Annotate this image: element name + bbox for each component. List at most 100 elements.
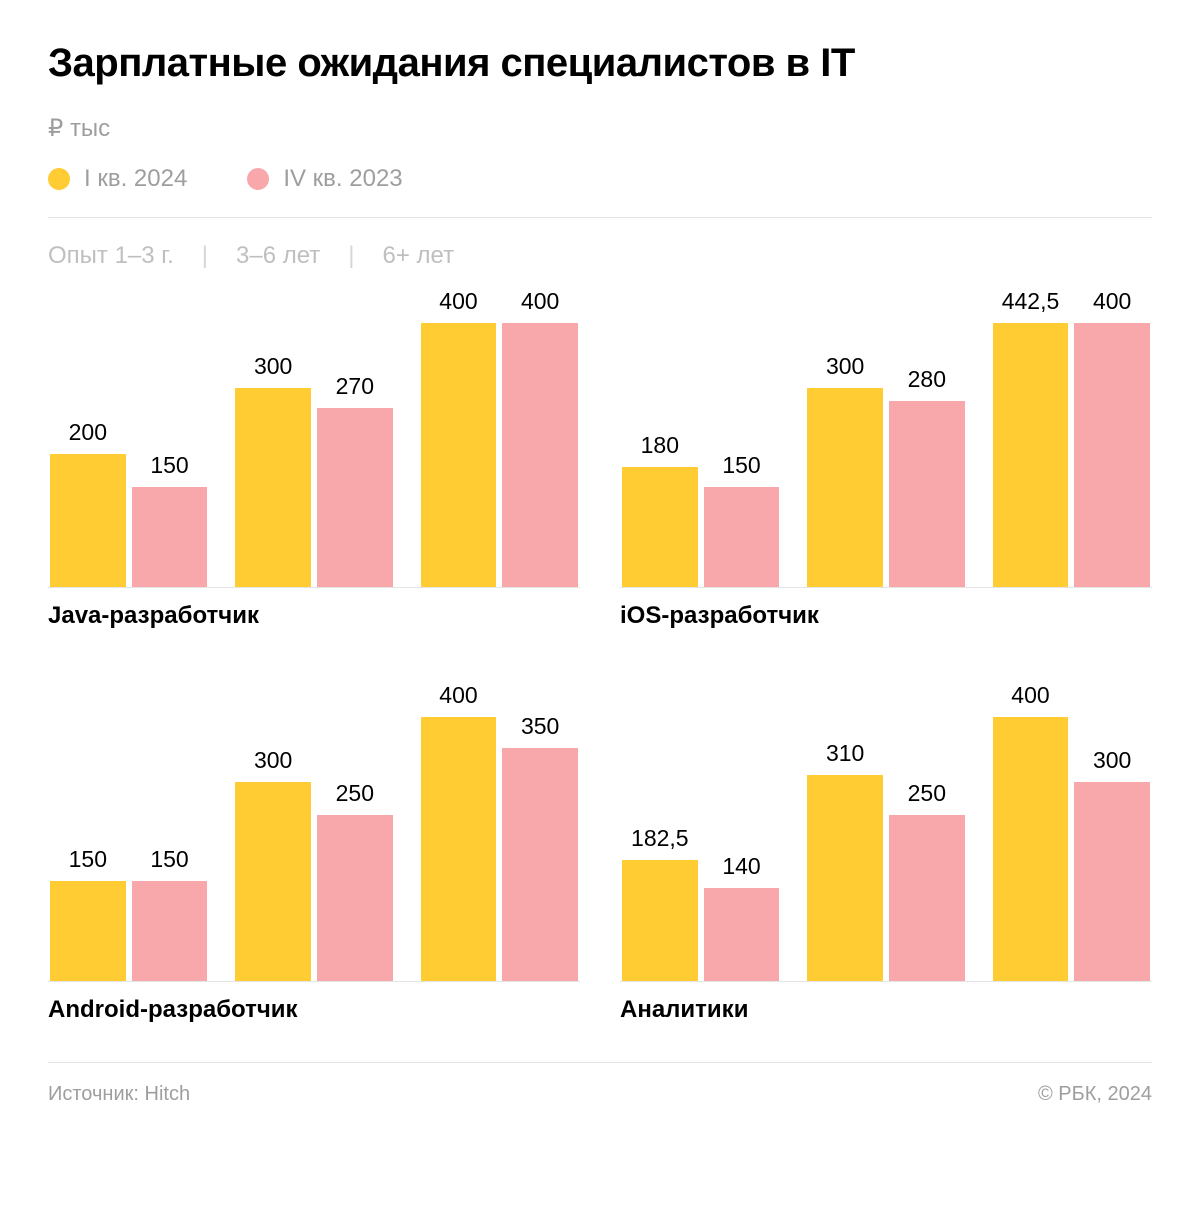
bar-value-label: 442,5 [993, 288, 1069, 315]
bar-wrap: 300 [807, 288, 883, 587]
bar-value-label: 400 [1074, 288, 1150, 315]
source-text: Источник: Hitch [48, 1083, 190, 1106]
bar [235, 782, 311, 981]
bar-value-label: 182,5 [622, 825, 698, 852]
bar-group: 400400 [421, 288, 578, 587]
bar-wrap: 150 [132, 682, 208, 981]
bar [1074, 323, 1150, 587]
bar [502, 323, 578, 587]
bar-value-label: 400 [993, 682, 1069, 709]
footer: Источник: Hitch © РБК, 2024 [48, 1062, 1152, 1106]
bar-wrap: 400 [421, 288, 497, 587]
bar-wrap: 400 [502, 288, 578, 587]
bar-group: 300270 [235, 288, 392, 587]
bar-value-label: 250 [317, 780, 393, 807]
bar-wrap: 150 [704, 288, 780, 587]
bar-group: 400350 [421, 682, 578, 981]
bar-group: 300280 [807, 288, 964, 587]
tab-experience-1-3: Опыт 1–3 г. [48, 242, 174, 270]
legend: I кв. 2024 IV кв. 2023 [48, 165, 1152, 218]
legend-label: IV кв. 2023 [283, 165, 402, 193]
tab-experience-6plus: 6+ лет [383, 242, 455, 270]
bar-group: 310250 [807, 682, 964, 981]
bar [704, 487, 780, 587]
bar [889, 401, 965, 587]
bar-group: 442,5400 [993, 288, 1150, 587]
bar [421, 323, 497, 587]
bar-value-label: 280 [889, 366, 965, 393]
bar-wrap: 400 [1074, 288, 1150, 587]
bar [622, 467, 698, 587]
bar-group: 200150 [50, 288, 207, 587]
bar-value-label: 300 [235, 747, 311, 774]
bar-wrap: 350 [502, 682, 578, 981]
bar-value-label: 250 [889, 780, 965, 807]
bar-value-label: 270 [317, 373, 393, 400]
chart-panel: 182,5140310250400300Аналитики [620, 682, 1152, 1024]
bar [807, 388, 883, 587]
bar-value-label: 150 [132, 846, 208, 873]
bar-value-label: 300 [1074, 747, 1150, 774]
bar-value-label: 150 [704, 452, 780, 479]
bar-wrap: 300 [235, 288, 311, 587]
experience-tabs: Опыт 1–3 г. | 3–6 лет | 6+ лет [48, 242, 1152, 270]
bar-wrap: 150 [132, 288, 208, 587]
panel-title: Android-разработчик [48, 996, 580, 1024]
bar-wrap: 442,5 [993, 288, 1069, 587]
chart-card: Зарплатные ожидания специалистов в IT ₽ … [0, 0, 1200, 1134]
panel-plot: 200150300270400400 [48, 288, 580, 588]
bar-wrap: 150 [50, 682, 126, 981]
bar-wrap: 182,5 [622, 682, 698, 981]
bar [421, 717, 497, 981]
copyright-text: © РБК, 2024 [1038, 1083, 1152, 1106]
bar-value-label: 400 [421, 288, 497, 315]
bar-wrap: 280 [889, 288, 965, 587]
bar-group: 180150 [622, 288, 779, 587]
bar-value-label: 150 [132, 452, 208, 479]
bar-group: 182,5140 [622, 682, 779, 981]
legend-swatch-icon [247, 168, 269, 190]
bar-wrap: 400 [421, 682, 497, 981]
chart-panel: 200150300270400400Java-разработчик [48, 288, 580, 630]
bar [704, 888, 780, 981]
bar-value-label: 180 [622, 432, 698, 459]
chart-panel: 180150300280442,5400iOS-разработчик [620, 288, 1152, 630]
bar-wrap: 140 [704, 682, 780, 981]
bar [50, 454, 126, 587]
bar-wrap: 200 [50, 288, 126, 587]
panel-title: Аналитики [620, 996, 1152, 1024]
legend-item-q1-2024: I кв. 2024 [48, 165, 187, 193]
bar [235, 388, 311, 587]
bar-wrap: 310 [807, 682, 883, 981]
bar [132, 487, 208, 587]
bar [132, 881, 208, 981]
bar [50, 881, 126, 981]
bar-wrap: 300 [1074, 682, 1150, 981]
bar-value-label: 400 [421, 682, 497, 709]
tab-experience-3-6: 3–6 лет [236, 242, 320, 270]
bar-value-label: 300 [235, 353, 311, 380]
bar [317, 408, 393, 587]
bar [889, 815, 965, 981]
chart-grid: 200150300270400400Java-разработчик180150… [48, 288, 1152, 1024]
panel-title: Java-разработчик [48, 602, 580, 630]
bar-value-label: 350 [502, 713, 578, 740]
legend-item-q4-2023: IV кв. 2023 [247, 165, 402, 193]
bar [1074, 782, 1150, 981]
tab-separator-icon: | [348, 242, 354, 270]
bar-value-label: 400 [502, 288, 578, 315]
legend-swatch-icon [48, 168, 70, 190]
chart-title: Зарплатные ожидания специалистов в IT [48, 40, 1152, 86]
bar-wrap: 250 [317, 682, 393, 981]
bar-group: 400 300 [993, 682, 1150, 981]
bar-wrap: 400 [993, 682, 1069, 981]
bar-value-label: 150 [50, 846, 126, 873]
chart-subtitle: ₽ тыс [48, 114, 1152, 143]
bar-group: 150150 [50, 682, 207, 981]
panel-plot: 180150300280442,5400 [620, 288, 1152, 588]
bar-wrap: 300 [235, 682, 311, 981]
panel-title: iOS-разработчик [620, 602, 1152, 630]
panel-plot: 182,5140310250400300 [620, 682, 1152, 982]
legend-label: I кв. 2024 [84, 165, 187, 193]
bar [622, 860, 698, 981]
